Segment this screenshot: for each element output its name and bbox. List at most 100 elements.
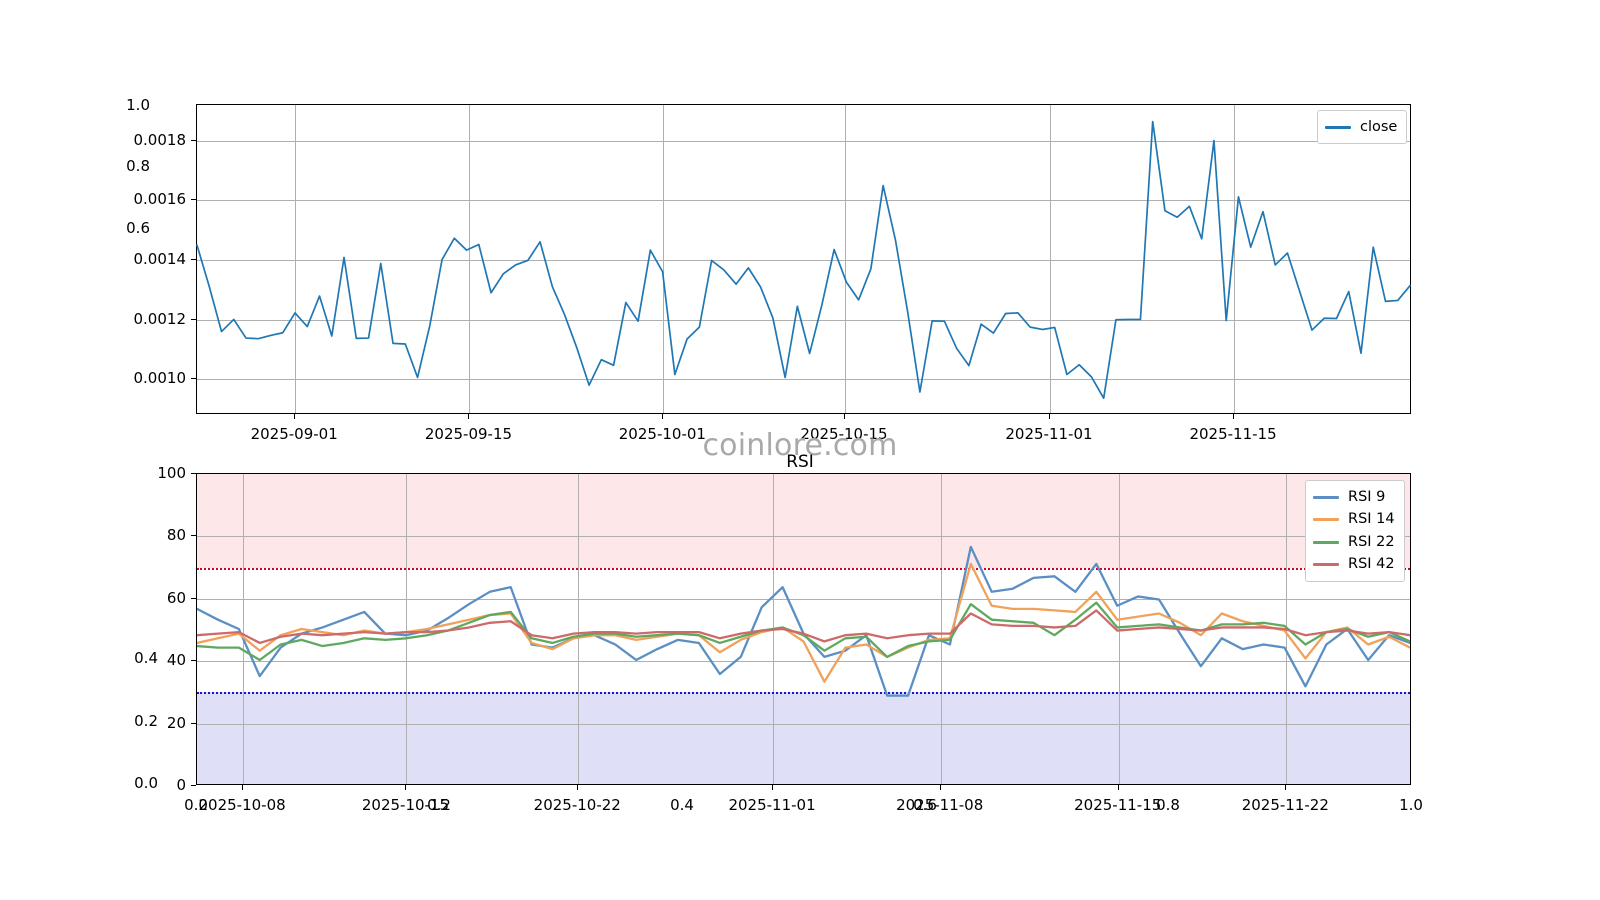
price-y-tick-mark: [191, 259, 196, 260]
rsi-y-tick-mark: [191, 785, 196, 786]
price-gridline-horizontal: [197, 260, 1410, 261]
watermark: coinlore.com: [702, 428, 898, 463]
rsi-ghost-x-tick-label: 0.4: [670, 796, 694, 814]
price-gridline-vertical: [663, 105, 665, 413]
rsi-chart-series-svg: [197, 545, 1410, 697]
price-x-tick-mark: [294, 414, 296, 419]
rsi-gridline-vertical: [406, 474, 408, 784]
oversold-band: [197, 692, 1410, 784]
rsi-9-series-line: [197, 545, 1410, 697]
price-x-tick-label: 2025-10-15: [800, 425, 888, 443]
oversold-threshold-line: [197, 692, 1410, 695]
legend-item-label: RSI 14: [1348, 511, 1395, 528]
overbought-threshold-line: [197, 567, 1410, 570]
legend-item-rsi-42[interactable]: RSI 42: [1313, 553, 1395, 575]
rsi-x-tick-label: 2025-11-08: [896, 796, 984, 814]
price-gridline-horizontal: [197, 200, 1410, 202]
price-ghost-y-tick-label: 0.6: [126, 219, 150, 237]
rsi-x-tick-mark: [577, 785, 579, 790]
price-y-tick-mark: [191, 139, 196, 141]
price-chart-gridlines: [197, 105, 1410, 413]
rsi-ghost-y-tick-label: 0.2: [134, 711, 158, 730]
rsi-y-tick-label: 60: [166, 588, 186, 607]
rsi-x-tick-label: 2025-11-15: [1074, 796, 1162, 814]
price-x-tick-mark: [1233, 414, 1235, 419]
rsi-14-series-line: [197, 562, 1410, 683]
price-gridline-horizontal: [197, 140, 1410, 142]
price-x-tick-mark: [1048, 414, 1050, 419]
price-gridline-horizontal: [197, 319, 1410, 321]
rsi-ghost-x-tick-label: 1.0: [1399, 796, 1423, 814]
rsi-x-tick-mark: [1117, 785, 1119, 790]
legend-item-rsi-14[interactable]: RSI 14: [1313, 508, 1395, 530]
rsi-y-tick-mark: [191, 660, 196, 662]
price-x-tick-mark: [662, 414, 664, 419]
rsi-gridline-horizontal: [197, 598, 1410, 600]
price-x-tick-label: 2025-11-01: [1005, 425, 1093, 443]
price-y-tick-mark: [191, 199, 196, 201]
rsi-chart-title: RSI: [786, 452, 814, 472]
rsi-y-tick-label: 40: [166, 651, 186, 670]
price-x-tick-label: 2025-11-15: [1189, 425, 1277, 443]
rsi-chart-plot-area: [196, 473, 1411, 785]
legend-item-close[interactable]: close: [1325, 116, 1397, 138]
legend-item-rsi-9[interactable]: RSI 9: [1313, 486, 1395, 508]
legend-swatch-icon: [1313, 518, 1339, 522]
price-chart-legend[interactable]: close: [1317, 110, 1408, 145]
close-series-line: [196, 120, 1411, 400]
legend-item-label: RSI 9: [1348, 489, 1386, 505]
rsi-gridline-vertical: [940, 474, 942, 784]
price-gridline-vertical: [1049, 105, 1051, 413]
price-x-tick-mark: [844, 414, 845, 419]
rsi-x-tick-label: 2025-10-15: [361, 796, 450, 814]
rsi-y-tick-label: 100: [157, 464, 186, 482]
rsi-gridline-vertical: [578, 474, 580, 784]
legend-swatch-icon: [1313, 540, 1339, 544]
price-gridline-vertical: [295, 105, 297, 413]
rsi-y-tick-mark: [191, 473, 196, 474]
price-ghost-y-tick-label: 1.0: [126, 96, 150, 114]
rsi-x-tick-mark: [939, 785, 941, 790]
rsi-ghost-y-tick-label: 0.4: [134, 649, 158, 668]
rsi-gridline-vertical: [1118, 474, 1120, 784]
rsi-x-tick-label: 2025-10-08: [198, 796, 286, 814]
price-chart-series-svg: [196, 120, 1411, 400]
rsi-ghost-x-tick-label: 0.6: [913, 796, 937, 814]
rsi-y-tick-label: 80: [166, 526, 186, 545]
rsi-y-tick-label: 0: [176, 776, 186, 794]
legend-swatch-icon: [1313, 563, 1339, 567]
price-chart-plot-area: [196, 104, 1411, 414]
legend-item-rsi-22[interactable]: RSI 22: [1313, 531, 1395, 553]
rsi-ghost-y-tick-label: 0.0: [134, 774, 158, 792]
overbought-band: [197, 474, 1410, 568]
price-y-tick-mark: [191, 318, 196, 320]
rsi-y-tick-mark: [191, 535, 196, 537]
legend-item-label: RSI 22: [1348, 533, 1395, 550]
price-y-tick-label: 0.0016: [133, 190, 187, 209]
price-y-tick-label: 0.0012: [133, 309, 187, 328]
price-x-tick-label: 2025-10-01: [618, 425, 706, 443]
rsi-x-tick-label: 2025-11-01: [728, 796, 816, 814]
price-y-tick-label: 0.0010: [133, 369, 187, 388]
rsi-x-tick-label: 2025-10-22: [533, 796, 621, 814]
rsi-x-tick-label: 2025-11-22: [1241, 796, 1329, 814]
price-x-tick-mark: [468, 414, 470, 419]
rsi-ghost-x-tick-label: 0.8: [1156, 796, 1180, 814]
rsi-y-tick-mark: [191, 722, 196, 724]
legend-swatch-icon: [1313, 495, 1339, 499]
rsi-ghost-x-tick-label: 0.2: [427, 796, 451, 814]
price-gridline-vertical: [469, 105, 471, 413]
price-x-tick-label: 2025-09-15: [424, 425, 513, 443]
price-y-tick-label: 0.0014: [133, 250, 187, 268]
legend-item-label: close: [1360, 119, 1398, 135]
rsi-y-tick-mark: [191, 597, 196, 599]
rsi-gridline-horizontal: [197, 661, 1410, 663]
rsi-gridline-horizontal: [197, 536, 1410, 538]
rsi-chart-legend[interactable]: RSI 9 RSI 14 RSI 22 RSI 42: [1305, 480, 1405, 582]
legend-item-label: RSI 42: [1348, 556, 1395, 573]
price-ghost-y-tick-label: 0.8: [126, 157, 150, 175]
legend-swatch-icon: [1325, 125, 1351, 129]
rsi-x-tick-mark: [242, 785, 244, 790]
price-gridline-horizontal: [197, 379, 1410, 381]
rsi-x-tick-mark: [405, 785, 407, 790]
